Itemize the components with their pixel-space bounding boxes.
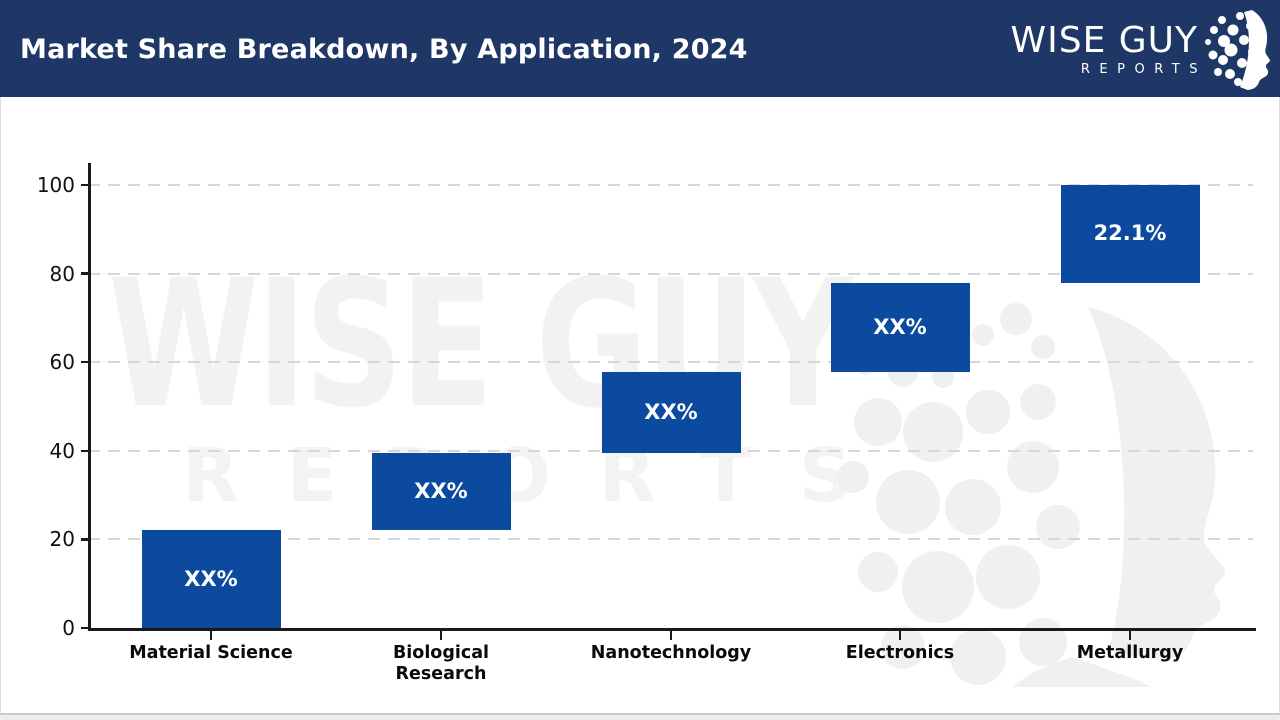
bar-biological-research: XX% bbox=[371, 452, 511, 531]
footer-strip bbox=[0, 715, 1280, 720]
gridline-20 bbox=[88, 538, 1253, 541]
x-axis-label-nanotechnology: Nanotechnology bbox=[590, 643, 752, 663]
bar-value-label-nanotechnology: XX% bbox=[644, 399, 698, 424]
x-tick-mark-biological-research bbox=[439, 630, 443, 640]
y-tick-mark-40 bbox=[81, 449, 88, 453]
x-tick-mark-metallurgy bbox=[1128, 630, 1132, 640]
x-axis-label-metallurgy: Metallurgy bbox=[1076, 643, 1184, 663]
y-tick-mark-100 bbox=[81, 183, 88, 187]
x-tick-mark-nanotechnology bbox=[669, 630, 673, 640]
bar-material-science: XX% bbox=[141, 530, 281, 628]
bar-value-label-material-science: XX% bbox=[184, 566, 238, 591]
bar-electronics: XX% bbox=[830, 282, 970, 373]
gridline-80 bbox=[88, 272, 1253, 275]
y-tick-mark-0 bbox=[81, 626, 88, 630]
x-tick-mark-material-science bbox=[209, 630, 213, 640]
footer-divider bbox=[0, 713, 1280, 715]
logo-wordmark-line1: WISE GUY bbox=[1010, 20, 1198, 61]
x-axis-label-material-science: Material Science bbox=[129, 643, 293, 663]
gridline-60 bbox=[88, 361, 1253, 364]
bar-value-label-metallurgy: 22.1% bbox=[1093, 221, 1167, 246]
wise-guy-logo: WISE GUY REPORTS bbox=[1011, 6, 1270, 94]
header-bar: Market Share Breakdown, By Application, … bbox=[0, 0, 1280, 97]
y-axis-spine bbox=[88, 163, 91, 630]
logo-face-icon bbox=[1205, 10, 1270, 90]
y-tick-mark-80 bbox=[81, 272, 88, 275]
logo-wordmark: WISE GUY REPORTS bbox=[1010, 20, 1199, 78]
chart-area: WISE GUY REPORTS 0 20 40 60 80 100 XX% Material… bbox=[0, 97, 1280, 720]
y-tick-label-40: 40 bbox=[49, 438, 75, 463]
bar-value-label-electronics: XX% bbox=[873, 315, 927, 340]
x-axis-line bbox=[88, 628, 1256, 631]
watermark-face-icon bbox=[837, 301, 1226, 687]
y-tick-label-100: 100 bbox=[36, 173, 75, 197]
bar-metallurgy: 22.1% bbox=[1060, 185, 1200, 283]
y-tick-label-60: 60 bbox=[49, 350, 75, 375]
x-axis-label-biological-research: Biological Research bbox=[392, 643, 490, 684]
bar-nanotechnology: XX% bbox=[601, 372, 741, 453]
y-tick-label-20: 20 bbox=[49, 527, 75, 552]
page-title: Market Share Breakdown, By Application, … bbox=[20, 34, 748, 65]
gridline-100 bbox=[88, 184, 1253, 186]
x-axis-label-electronics: Electronics bbox=[845, 643, 955, 663]
y-tick-mark-20 bbox=[81, 538, 88, 541]
y-tick-mark-60 bbox=[81, 360, 88, 364]
y-tick-label-0: 0 bbox=[62, 616, 75, 640]
bar-value-label-biological-research: XX% bbox=[414, 478, 468, 503]
logo-wordmark-line2: REPORTS bbox=[1080, 62, 1207, 77]
y-tick-label-80: 80 bbox=[49, 261, 75, 286]
x-tick-mark-electronics bbox=[898, 630, 902, 640]
